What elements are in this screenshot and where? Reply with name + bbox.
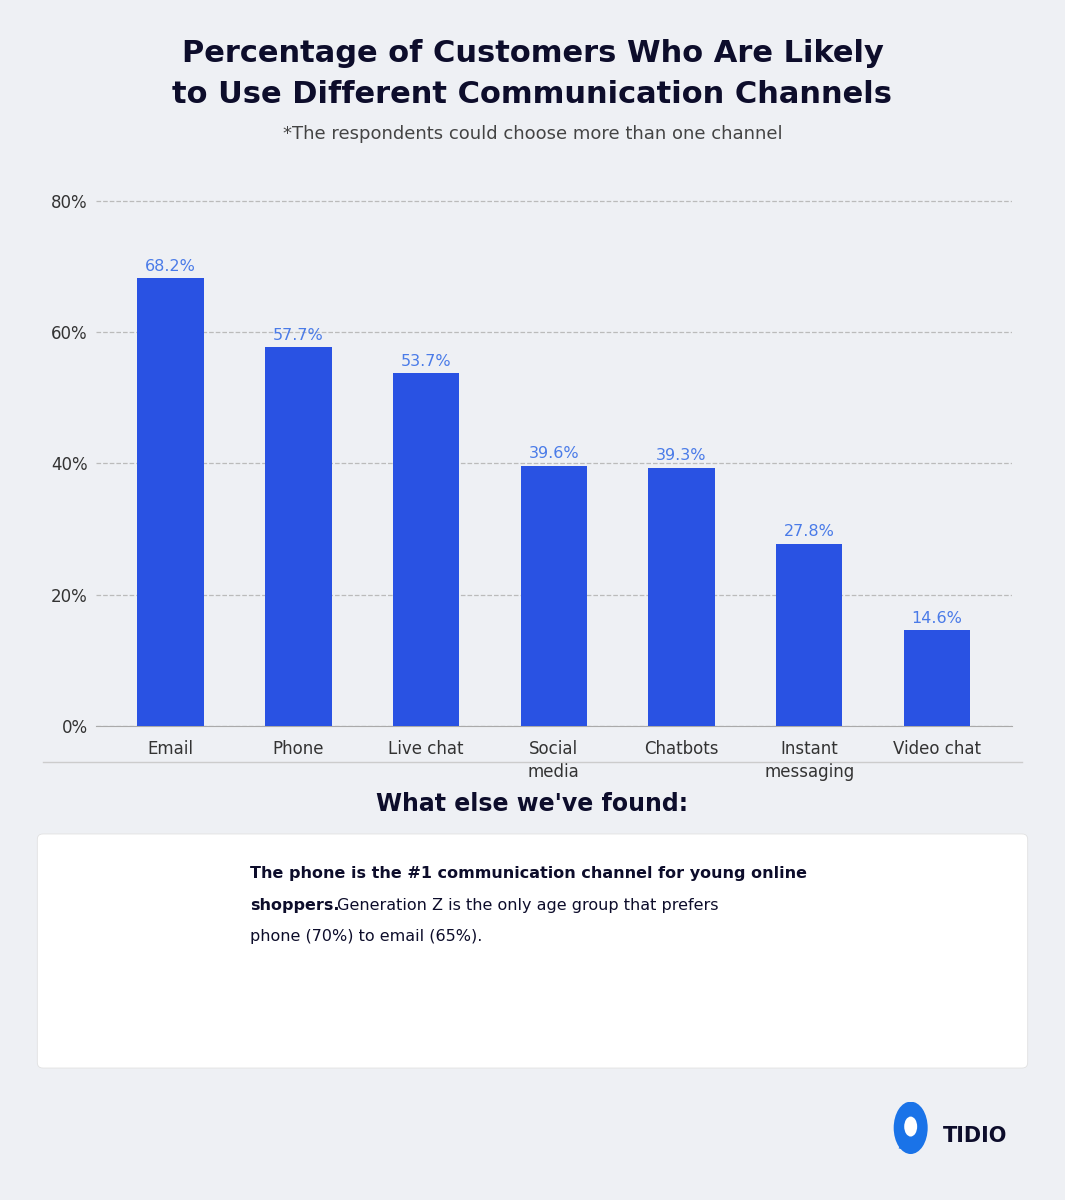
Polygon shape <box>76 862 118 901</box>
Text: 1: 1 <box>91 952 103 971</box>
Circle shape <box>904 1116 917 1136</box>
Bar <box>521 466 587 726</box>
FancyBboxPatch shape <box>141 877 201 1025</box>
Circle shape <box>60 917 134 1004</box>
Text: 27.8%: 27.8% <box>784 524 835 539</box>
Bar <box>150 901 193 980</box>
Text: 39.3%: 39.3% <box>656 449 707 463</box>
Polygon shape <box>67 862 127 922</box>
Bar <box>904 630 970 726</box>
Text: 39.6%: 39.6% <box>528 446 579 462</box>
Bar <box>649 468 715 726</box>
Text: to Use Different Communication Channels: to Use Different Communication Channels <box>173 80 892 109</box>
Text: 57.7%: 57.7% <box>273 328 324 343</box>
Circle shape <box>894 1102 928 1154</box>
Text: 53.7%: 53.7% <box>400 354 452 368</box>
Text: Generation Z is the only age group that prefers: Generation Z is the only age group that … <box>332 898 719 912</box>
Circle shape <box>163 991 179 1009</box>
Text: 14.6%: 14.6% <box>912 611 963 625</box>
Text: phone (70%) to email (65%).: phone (70%) to email (65%). <box>250 929 482 943</box>
Text: TIDIO: TIDIO <box>943 1127 1006 1146</box>
Text: 68.2%: 68.2% <box>145 259 196 274</box>
Bar <box>393 373 459 726</box>
Text: What else we've found:: What else we've found: <box>376 792 689 816</box>
Text: Percentage of Customers Who Are Likely: Percentage of Customers Who Are Likely <box>181 40 884 68</box>
Polygon shape <box>899 1136 908 1151</box>
Bar <box>137 278 203 726</box>
Text: The phone is the #1 communication channel for young online: The phone is the #1 communication channe… <box>250 866 807 881</box>
Text: shoppers.: shoppers. <box>250 898 340 912</box>
Bar <box>265 347 331 726</box>
Bar <box>776 544 842 726</box>
Text: *The respondents could choose more than one channel: *The respondents could choose more than … <box>282 126 783 144</box>
